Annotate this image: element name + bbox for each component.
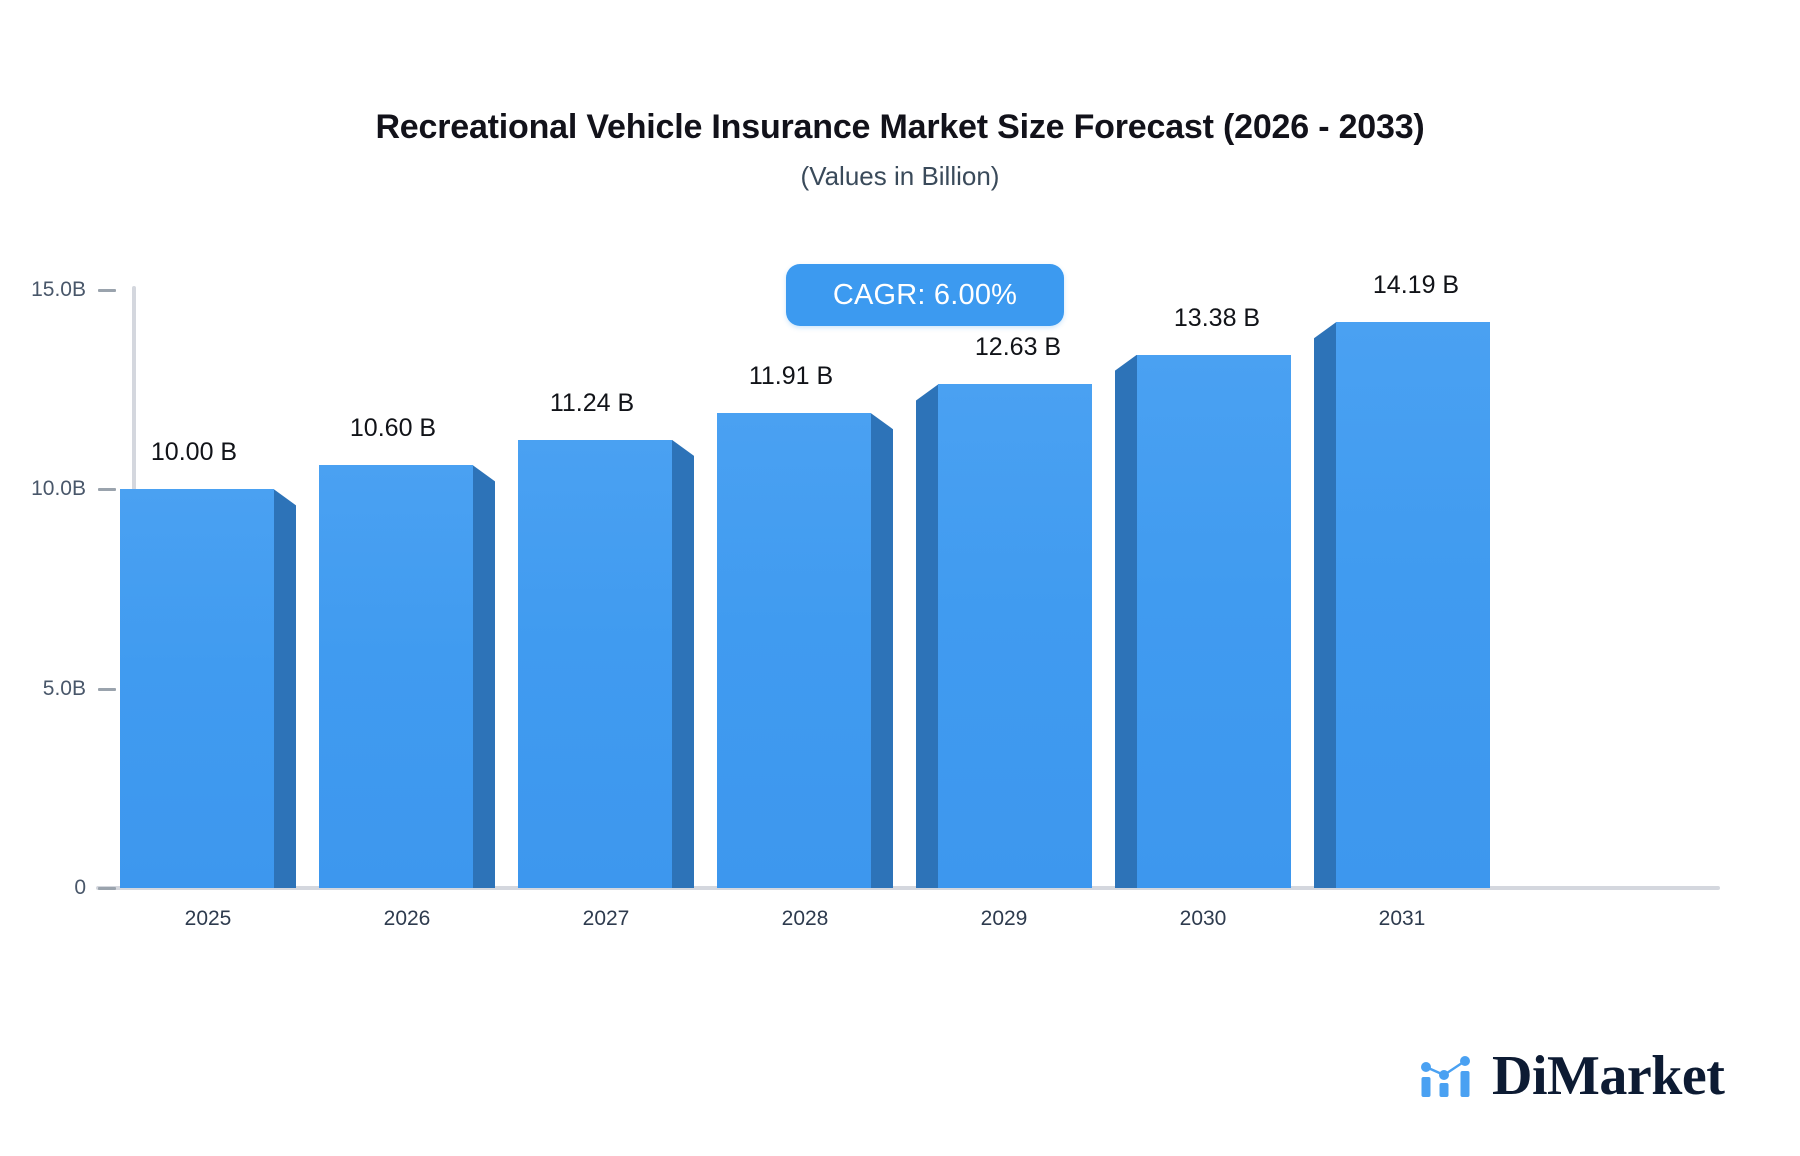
bar-face xyxy=(518,439,672,888)
x-axis-tick-label: 2031 xyxy=(1378,907,1426,930)
y-axis-tick-label: 5.0B xyxy=(42,676,86,700)
bar-value-label: 10.60 B xyxy=(349,414,437,443)
bar-value-label: 14.19 B xyxy=(1372,271,1460,300)
y-axis-tick-label: 0 xyxy=(74,876,86,899)
y-axis-tick: 0 xyxy=(0,877,132,899)
bar-2028[interactable] xyxy=(717,413,893,888)
y-axis-tick-mark xyxy=(98,488,116,492)
bar-3d-side xyxy=(1314,322,1336,888)
bar-3d-side xyxy=(871,413,893,888)
bar-chart-logo-icon xyxy=(1421,1056,1470,1097)
y-axis-tick: 5.0B xyxy=(0,676,132,700)
bar-3d-side xyxy=(916,384,938,888)
bar-face xyxy=(938,384,1092,888)
bar-3d-side xyxy=(274,489,296,888)
x-axis-tick-label: 2026 xyxy=(383,907,431,930)
cagr-badge: CAGR: 6.00% xyxy=(786,264,1064,326)
y-axis-tick-label: 10.0B xyxy=(31,477,86,501)
bar-2029[interactable] xyxy=(916,384,1092,888)
bar-3d-side xyxy=(672,439,694,888)
chart-header: Recreational Vehicle Insurance Market Si… xyxy=(0,105,1800,193)
x-axis-tick-label: 2028 xyxy=(781,907,829,930)
y-axis-tick-mark xyxy=(98,687,116,691)
bar-3d-side xyxy=(1115,354,1137,888)
bar-2031[interactable] xyxy=(1314,322,1490,888)
brand-logo: DiMarket xyxy=(1418,1045,1725,1107)
y-axis-tick: 10.0B xyxy=(0,478,132,500)
bar-value-label: 10.00 B xyxy=(150,438,238,467)
x-axis-tick-label: 2030 xyxy=(1179,907,1227,930)
chart-subtitle: (Values in Billion) xyxy=(800,161,1000,191)
x-axis-line xyxy=(96,886,1720,890)
bar-face xyxy=(319,465,473,888)
y-axis-tick-label: 15.0B xyxy=(31,278,86,301)
bar-face xyxy=(1336,322,1490,888)
x-axis-tick-label: 2029 xyxy=(980,907,1028,930)
cagr-badge-label: CAGR: 6.00% xyxy=(832,278,1018,311)
y-axis-tick: 15.0B xyxy=(0,279,132,301)
y-axis-tick-mark xyxy=(98,289,116,292)
chart-title: Recreational Vehicle Insurance Market Si… xyxy=(375,108,1425,146)
bar-2027[interactable] xyxy=(518,439,694,888)
bar-2030[interactable] xyxy=(1115,354,1291,888)
bar-2025[interactable] xyxy=(120,489,296,888)
brand-name: DiMarket xyxy=(1492,1045,1725,1107)
bar-value-label: 11.24 B xyxy=(549,388,635,417)
x-axis-tick-label: 2027 xyxy=(582,907,630,930)
bar-value-label: 11.91 B xyxy=(748,362,834,391)
bar-3d-side xyxy=(473,465,495,888)
y-axis-tick-mark xyxy=(98,887,116,890)
bar-value-label: 13.38 B xyxy=(1173,303,1261,332)
bar-face xyxy=(120,489,274,888)
x-axis-tick-label: 2025 xyxy=(184,907,232,930)
bar-2026[interactable] xyxy=(319,465,495,888)
bar-face xyxy=(717,413,871,888)
bar-face xyxy=(1137,354,1291,888)
bar-value-label: 12.63 B xyxy=(974,333,1062,362)
